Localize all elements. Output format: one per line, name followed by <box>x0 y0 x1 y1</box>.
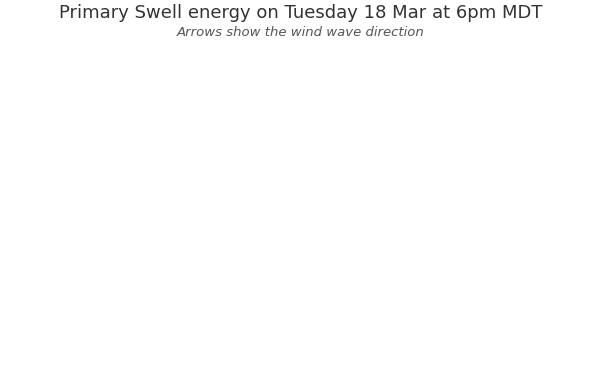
Text: Primary Swell energy on Tuesday 18 Mar at 6pm MDT: Primary Swell energy on Tuesday 18 Mar a… <box>59 4 542 23</box>
Text: cartopy not available: cartopy not available <box>227 203 374 216</box>
Text: Arrows show the wind wave direction: Arrows show the wind wave direction <box>177 26 424 39</box>
